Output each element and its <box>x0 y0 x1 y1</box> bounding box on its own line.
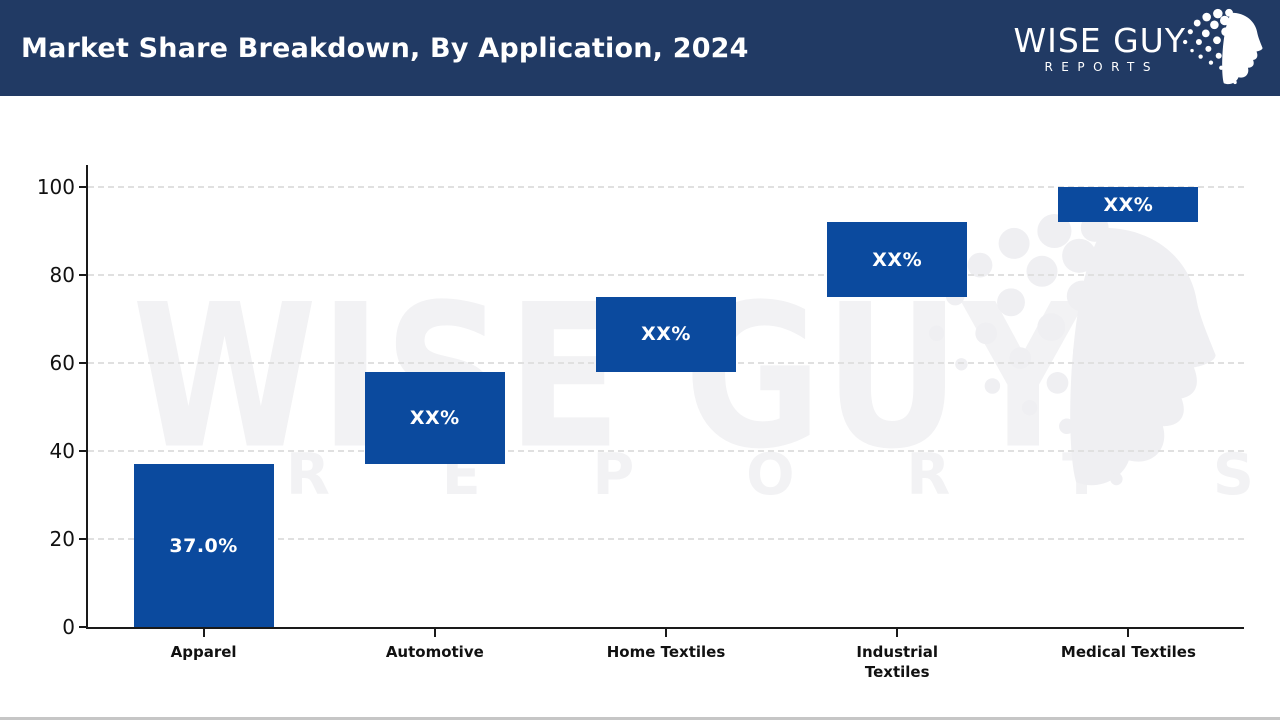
bar-value-label: XX% <box>409 406 460 429</box>
y-tick-mark <box>79 450 88 452</box>
x-tick-label: Home Textiles <box>606 643 726 661</box>
gridline <box>88 450 1244 452</box>
gridline <box>88 538 1244 540</box>
x-tick-label: Medical Textiles <box>1060 643 1196 661</box>
bar-value-label: 37.0% <box>169 534 238 557</box>
y-tick-mark <box>79 274 88 276</box>
page-title: Market Share Breakdown, By Application, … <box>21 32 749 64</box>
y-tick-label: 60 <box>49 351 75 375</box>
x-tick-mark <box>202 629 205 637</box>
y-tick-mark <box>79 538 88 540</box>
x-tick-label: Automotive <box>385 643 484 661</box>
y-tick-label: 20 <box>49 527 75 551</box>
logo-text: WISE GUY REPORTS <box>1013 24 1186 73</box>
bar-value-label: XX% <box>872 248 923 271</box>
x-tick-mark <box>665 629 667 637</box>
x-tick-label: Apparel <box>170 643 237 661</box>
y-tick-mark <box>79 362 88 364</box>
bar: XX% <box>1058 187 1199 223</box>
header-bar: Market Share Breakdown, By Application, … <box>0 0 1280 96</box>
y-tick-label: 100 <box>36 175 75 199</box>
bar: XX% <box>596 297 736 372</box>
x-tick-mark <box>433 629 436 637</box>
wise-guy-logo: WISE GUY REPORTS <box>1013 6 1280 90</box>
logo-subtitle: REPORTS <box>1044 59 1159 74</box>
logo-wordmark: WISE GUY <box>1013 20 1186 60</box>
bar: 37.0% <box>133 464 274 627</box>
gridline <box>88 186 1244 188</box>
y-tick-mark <box>79 626 88 628</box>
bar: XX% <box>827 222 968 297</box>
x-tick-mark <box>896 629 899 637</box>
y-tick-label: 40 <box>49 439 75 463</box>
bar-value-label: XX% <box>641 323 691 346</box>
y-tick-mark <box>79 186 88 188</box>
y-tick-label: 80 <box>49 263 75 287</box>
bar-value-label: XX% <box>1103 193 1154 216</box>
watermark-head-dots-icon <box>928 213 1216 486</box>
logo-head-dots-icon <box>1183 8 1263 85</box>
gridline <box>88 274 1244 276</box>
bar: XX% <box>364 371 505 465</box>
x-tick-label: Industrial Textiles <box>856 643 938 682</box>
y-tick-label: 0 <box>62 615 75 639</box>
y-axis-line <box>86 165 88 629</box>
x-tick-mark <box>1127 629 1130 637</box>
x-axis-line <box>86 627 1244 629</box>
